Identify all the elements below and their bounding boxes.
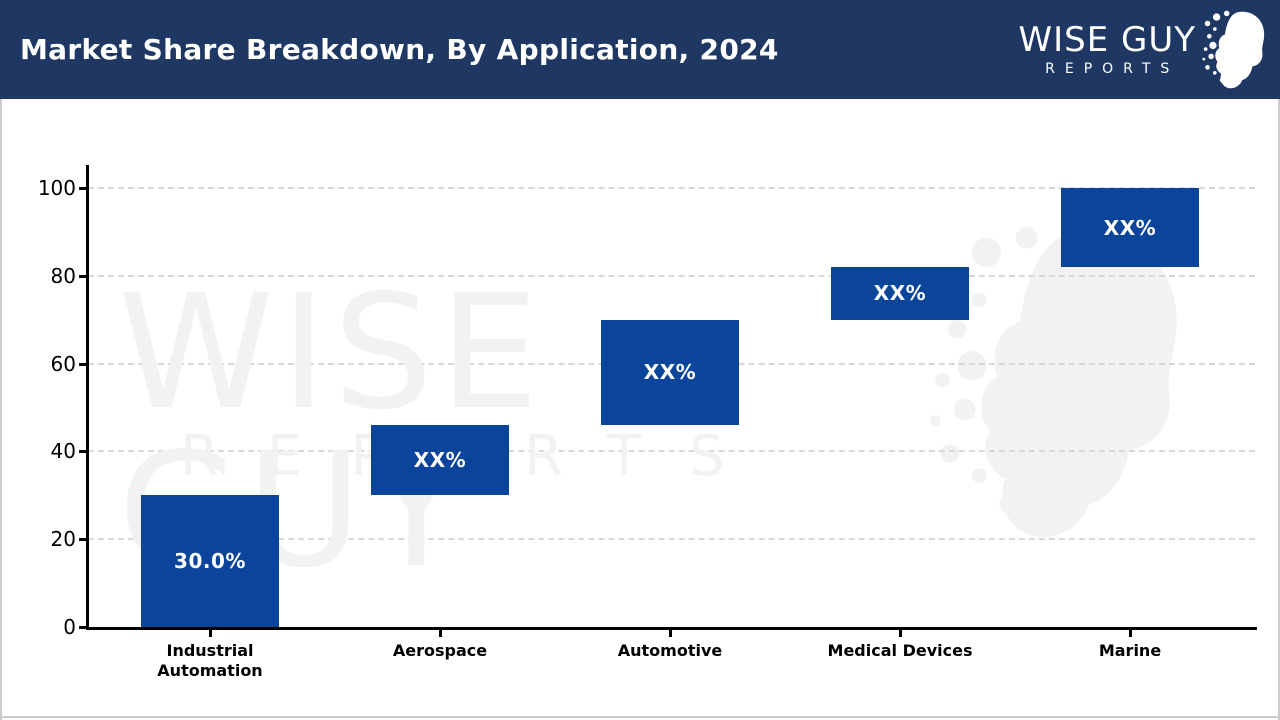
x-category-label: Automotive	[617, 641, 723, 660]
bar-aerospace: XX%	[371, 425, 509, 496]
y-tick-label: 100	[37, 176, 76, 200]
y-tick-label: 0	[63, 615, 76, 639]
brand-name: WISE GUY	[1018, 20, 1196, 60]
y-tick-mark	[79, 450, 88, 454]
x-category-label: Medical Devices	[827, 641, 973, 660]
bar-value-label: XX%	[643, 360, 697, 385]
bar-value-label: XX%	[1103, 215, 1157, 240]
x-tick-mark	[899, 629, 902, 637]
dotted-head-icon	[1202, 10, 1265, 88]
x-tick-mark	[669, 629, 672, 637]
x-axis-spine	[86, 627, 1257, 630]
bar-industrial-automation: 30.0%	[141, 495, 279, 627]
page-border-right	[1278, 99, 1280, 720]
plot-area: WISE GUY REPORTS 02040608010030.0%Indust…	[0, 99, 1280, 720]
x-tick-mark	[209, 629, 212, 637]
x-tick-mark	[1129, 629, 1132, 637]
header-bar: Market Share Breakdown, By Application, …	[0, 0, 1280, 99]
bar-value-label: XX%	[413, 448, 467, 473]
y-tick-mark	[79, 187, 88, 190]
gridline	[88, 450, 1255, 453]
y-tick-label: 60	[50, 351, 76, 376]
bar-medical-devices: XX%	[831, 267, 969, 320]
y-axis-spine	[86, 165, 89, 630]
y-tick-mark	[79, 538, 88, 542]
bar-automotive: XX%	[601, 319, 739, 426]
x-category-label: Industrial Automation	[157, 641, 263, 680]
brand-logo-text: WISE GUY REPORTS	[1018, 23, 1196, 76]
chart-title: Market Share Breakdown, By Application, …	[20, 33, 779, 66]
bar-marine: XX%	[1061, 188, 1199, 268]
y-tick-label: 80	[50, 263, 76, 288]
x-tick-mark	[439, 629, 442, 637]
y-tick-label: 40	[50, 439, 76, 464]
x-category-label: Marine	[1098, 641, 1162, 660]
bar-value-label: XX%	[873, 281, 927, 306]
page-border-bottom	[0, 716, 1280, 718]
brand-logo: WISE GUY REPORTS	[1018, 8, 1280, 92]
y-tick-mark	[79, 362, 88, 366]
brand-tagline: REPORTS	[1045, 61, 1180, 77]
bar-value-label: 30.0%	[174, 549, 246, 574]
y-tick-mark	[79, 626, 88, 629]
y-tick-mark	[79, 274, 88, 278]
page-border-left	[0, 99, 2, 720]
y-tick-label: 20	[50, 527, 76, 552]
gridline	[88, 187, 1255, 189]
x-category-label: Aerospace	[392, 641, 488, 660]
gridline	[88, 538, 1255, 541]
gridline	[88, 274, 1255, 277]
